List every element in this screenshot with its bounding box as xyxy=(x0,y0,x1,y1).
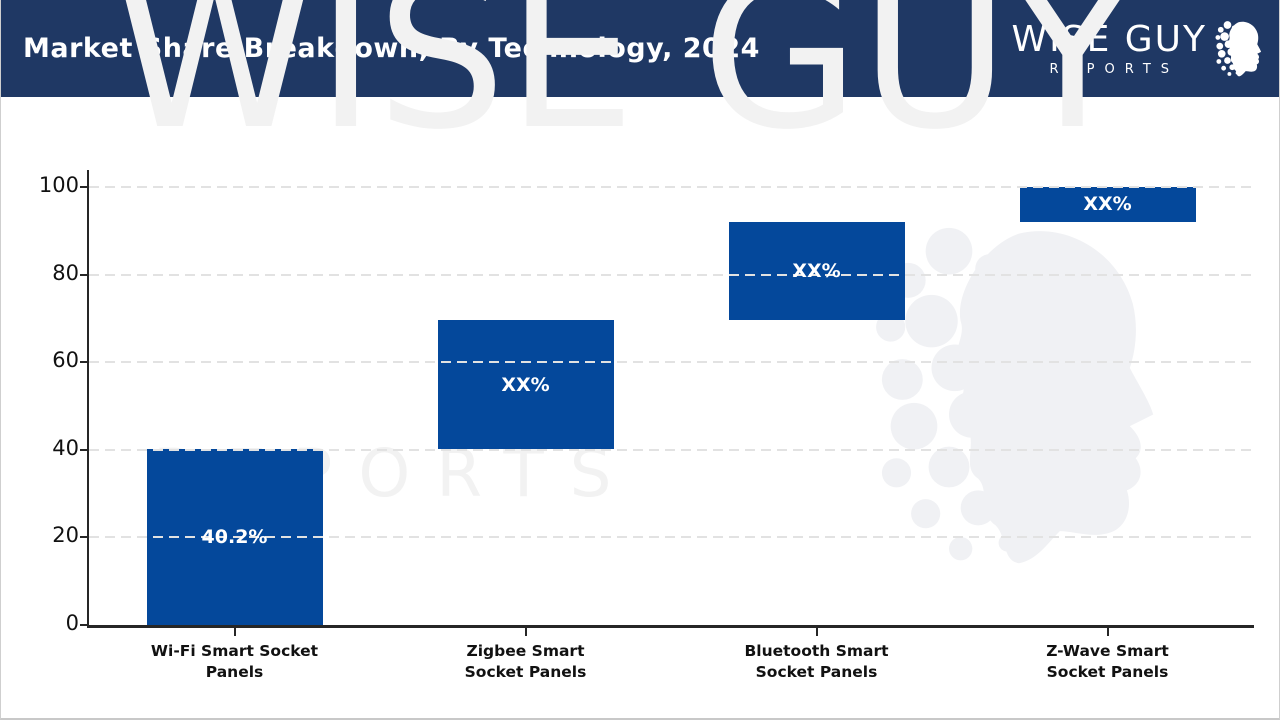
bar-segment xyxy=(728,221,905,321)
brand-subtitle: REPORTS xyxy=(1049,61,1180,77)
header: Market Share Breakdown, By Technology, 2… xyxy=(1,0,1280,97)
x-category-label: Bluetooth Smart Socket Panels xyxy=(744,642,889,682)
y-tick-label: 60 xyxy=(52,348,79,373)
gridline-80 xyxy=(89,273,1253,276)
x-category-label: Zigbee Smart Socket Panels xyxy=(464,642,587,682)
gridline-100 xyxy=(89,186,1253,188)
y-tick-mark xyxy=(80,361,87,364)
brand-logo-text: WISE GUY REPORTS xyxy=(1011,18,1208,77)
brand-logo: WISE GUY REPORTS xyxy=(1012,10,1280,88)
y-tick-label: 20 xyxy=(52,523,79,548)
gridline-40 xyxy=(89,448,1253,451)
y-tick-mark xyxy=(80,273,87,276)
watermark-text-line1: WISE GUY xyxy=(113,0,1136,175)
y-tick-mark xyxy=(80,536,87,539)
y-tick-mark xyxy=(80,448,87,451)
x-tick-mark xyxy=(524,628,527,636)
bar-segment xyxy=(1019,187,1196,222)
bar-value-label: XX% xyxy=(501,373,550,396)
y-tick-mark xyxy=(80,624,87,626)
y-tick-mark xyxy=(80,186,87,188)
gridline-20 xyxy=(89,536,1253,539)
bar-value-label: 40.2% xyxy=(201,525,268,548)
x-category-label: Z-Wave Smart Socket Panels xyxy=(1046,642,1169,682)
y-tick-label: 80 xyxy=(52,260,79,285)
chart-title: Market Share Breakdown, By Technology, 2… xyxy=(23,33,760,64)
bar-value-label: XX% xyxy=(792,259,841,282)
y-tick-label: 100 xyxy=(38,173,79,197)
y-tick-label: 0 xyxy=(65,611,79,635)
y-axis-line xyxy=(87,170,89,625)
watermark-face-icon xyxy=(876,227,1154,564)
x-axis-line xyxy=(87,625,1254,628)
x-category-label: Wi-Fi Smart Socket Panels xyxy=(150,642,319,682)
gridline-60 xyxy=(89,361,1253,364)
brand-name: WISE GUY xyxy=(1011,18,1207,60)
bar-segment xyxy=(437,320,614,449)
x-tick-mark xyxy=(1106,628,1109,636)
face-profile-icon xyxy=(1215,20,1262,76)
x-tick-mark xyxy=(815,628,818,636)
x-tick-mark xyxy=(233,628,236,636)
bar-value-label: XX% xyxy=(1083,193,1132,216)
y-tick-label: 40 xyxy=(52,435,79,460)
